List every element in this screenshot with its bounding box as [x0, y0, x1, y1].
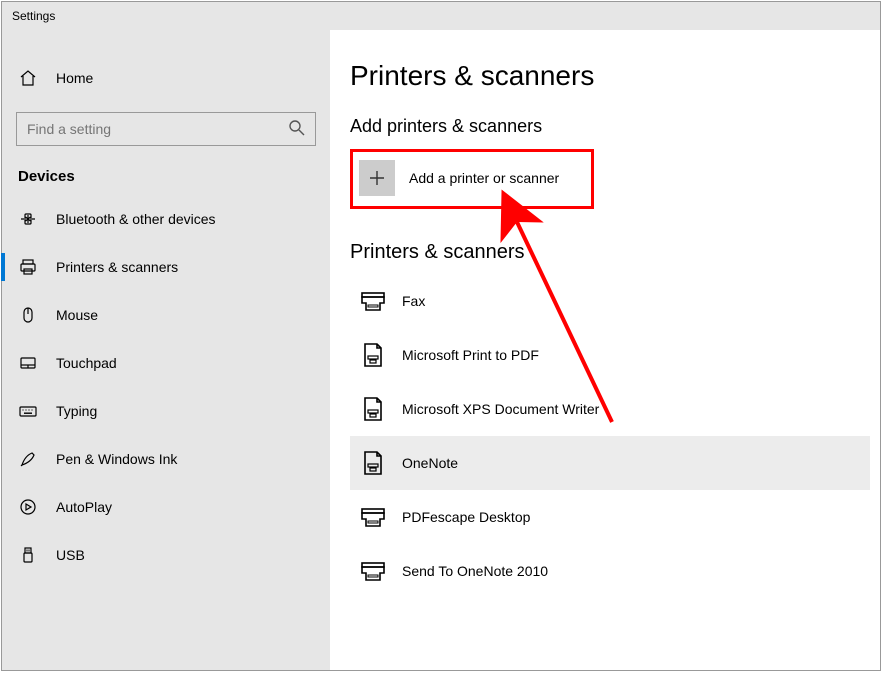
printer-icon: [358, 502, 388, 532]
printer-item-label: PDFescape Desktop: [402, 509, 530, 525]
home-label: Home: [56, 70, 93, 86]
add-highlight-box: Add a printer or scanner: [350, 149, 594, 209]
sidebar-item-label: Touchpad: [56, 355, 117, 371]
sidebar-item-label: Pen & Windows Ink: [56, 451, 177, 467]
sidebar-item-label: Printers & scanners: [56, 259, 178, 275]
add-printer-label: Add a printer or scanner: [409, 170, 559, 186]
printer-item-label: OneNote: [402, 455, 458, 471]
main-panel: Printers & scanners Add printers & scann…: [330, 30, 880, 670]
printer-item[interactable]: Microsoft Print to PDF: [350, 328, 880, 382]
sidebar-item-label: USB: [56, 547, 85, 563]
pen-icon: [18, 449, 38, 469]
add-section-heading: Add printers & scanners: [350, 116, 880, 137]
mouse-icon: [18, 305, 38, 325]
sidebar-item-label: Mouse: [56, 307, 98, 323]
home-button[interactable]: Home: [2, 58, 330, 98]
plus-icon: [359, 160, 395, 196]
printer-item-label: Send To OneNote 2010: [402, 563, 548, 579]
printer-item-label: Microsoft Print to PDF: [402, 347, 539, 363]
search-container: [16, 112, 316, 146]
sidebar-item-label: Bluetooth & other devices: [56, 211, 216, 227]
add-printer-button[interactable]: Add a printer or scanner: [359, 158, 583, 198]
window-body: Home Devices Bluetooth & other devices Pr…: [2, 30, 880, 670]
settings-window: Settings Home: [1, 1, 881, 671]
sidebar-item-typing[interactable]: Typing: [2, 387, 330, 435]
printer-item[interactable]: Fax: [350, 274, 880, 328]
printer-item[interactable]: Microsoft XPS Document Writer: [350, 382, 880, 436]
sidebar-item-touchpad[interactable]: Touchpad: [2, 339, 330, 387]
sidebar: Home Devices Bluetooth & other devices Pr…: [2, 30, 330, 670]
printer-item-label: Fax: [402, 293, 425, 309]
printer-item[interactable]: OneNote: [350, 436, 870, 490]
sidebar-item-label: Typing: [56, 403, 97, 419]
document-printer-icon: [358, 340, 388, 370]
keyboard-icon: [18, 401, 38, 421]
sidebar-item-printers-scanners[interactable]: Printers & scanners: [2, 243, 330, 291]
sidebar-item-label: AutoPlay: [56, 499, 112, 515]
sidebar-item-mouse[interactable]: Mouse: [2, 291, 330, 339]
page-title: Printers & scanners: [350, 60, 880, 92]
sidebar-item-usb[interactable]: USB: [2, 531, 330, 579]
sidebar-item-pen-windows-ink[interactable]: Pen & Windows Ink: [2, 435, 330, 483]
printer-item-label: Microsoft XPS Document Writer: [402, 401, 599, 417]
search-input[interactable]: [16, 112, 316, 146]
printer-item[interactable]: Send To OneNote 2010: [350, 544, 880, 598]
window-title: Settings: [2, 2, 880, 30]
autoplay-icon: [18, 497, 38, 517]
sidebar-section-title: Devices: [2, 146, 330, 195]
usb-icon: [18, 545, 38, 565]
printer-icon: [18, 257, 38, 277]
sidebar-item-autoplay[interactable]: AutoPlay: [2, 483, 330, 531]
search-icon: [288, 119, 306, 137]
printer-item[interactable]: PDFescape Desktop: [350, 490, 880, 544]
bluetooth-icon: [18, 209, 38, 229]
touchpad-icon: [18, 353, 38, 373]
home-icon: [18, 68, 38, 88]
sidebar-item-bluetooth-other-devices[interactable]: Bluetooth & other devices: [2, 195, 330, 243]
printer-list-heading: Printers & scanners: [350, 241, 880, 264]
printer-icon: [358, 556, 388, 586]
printer-icon: [358, 286, 388, 316]
document-printer-icon: [358, 394, 388, 424]
document-printer-icon: [358, 448, 388, 478]
